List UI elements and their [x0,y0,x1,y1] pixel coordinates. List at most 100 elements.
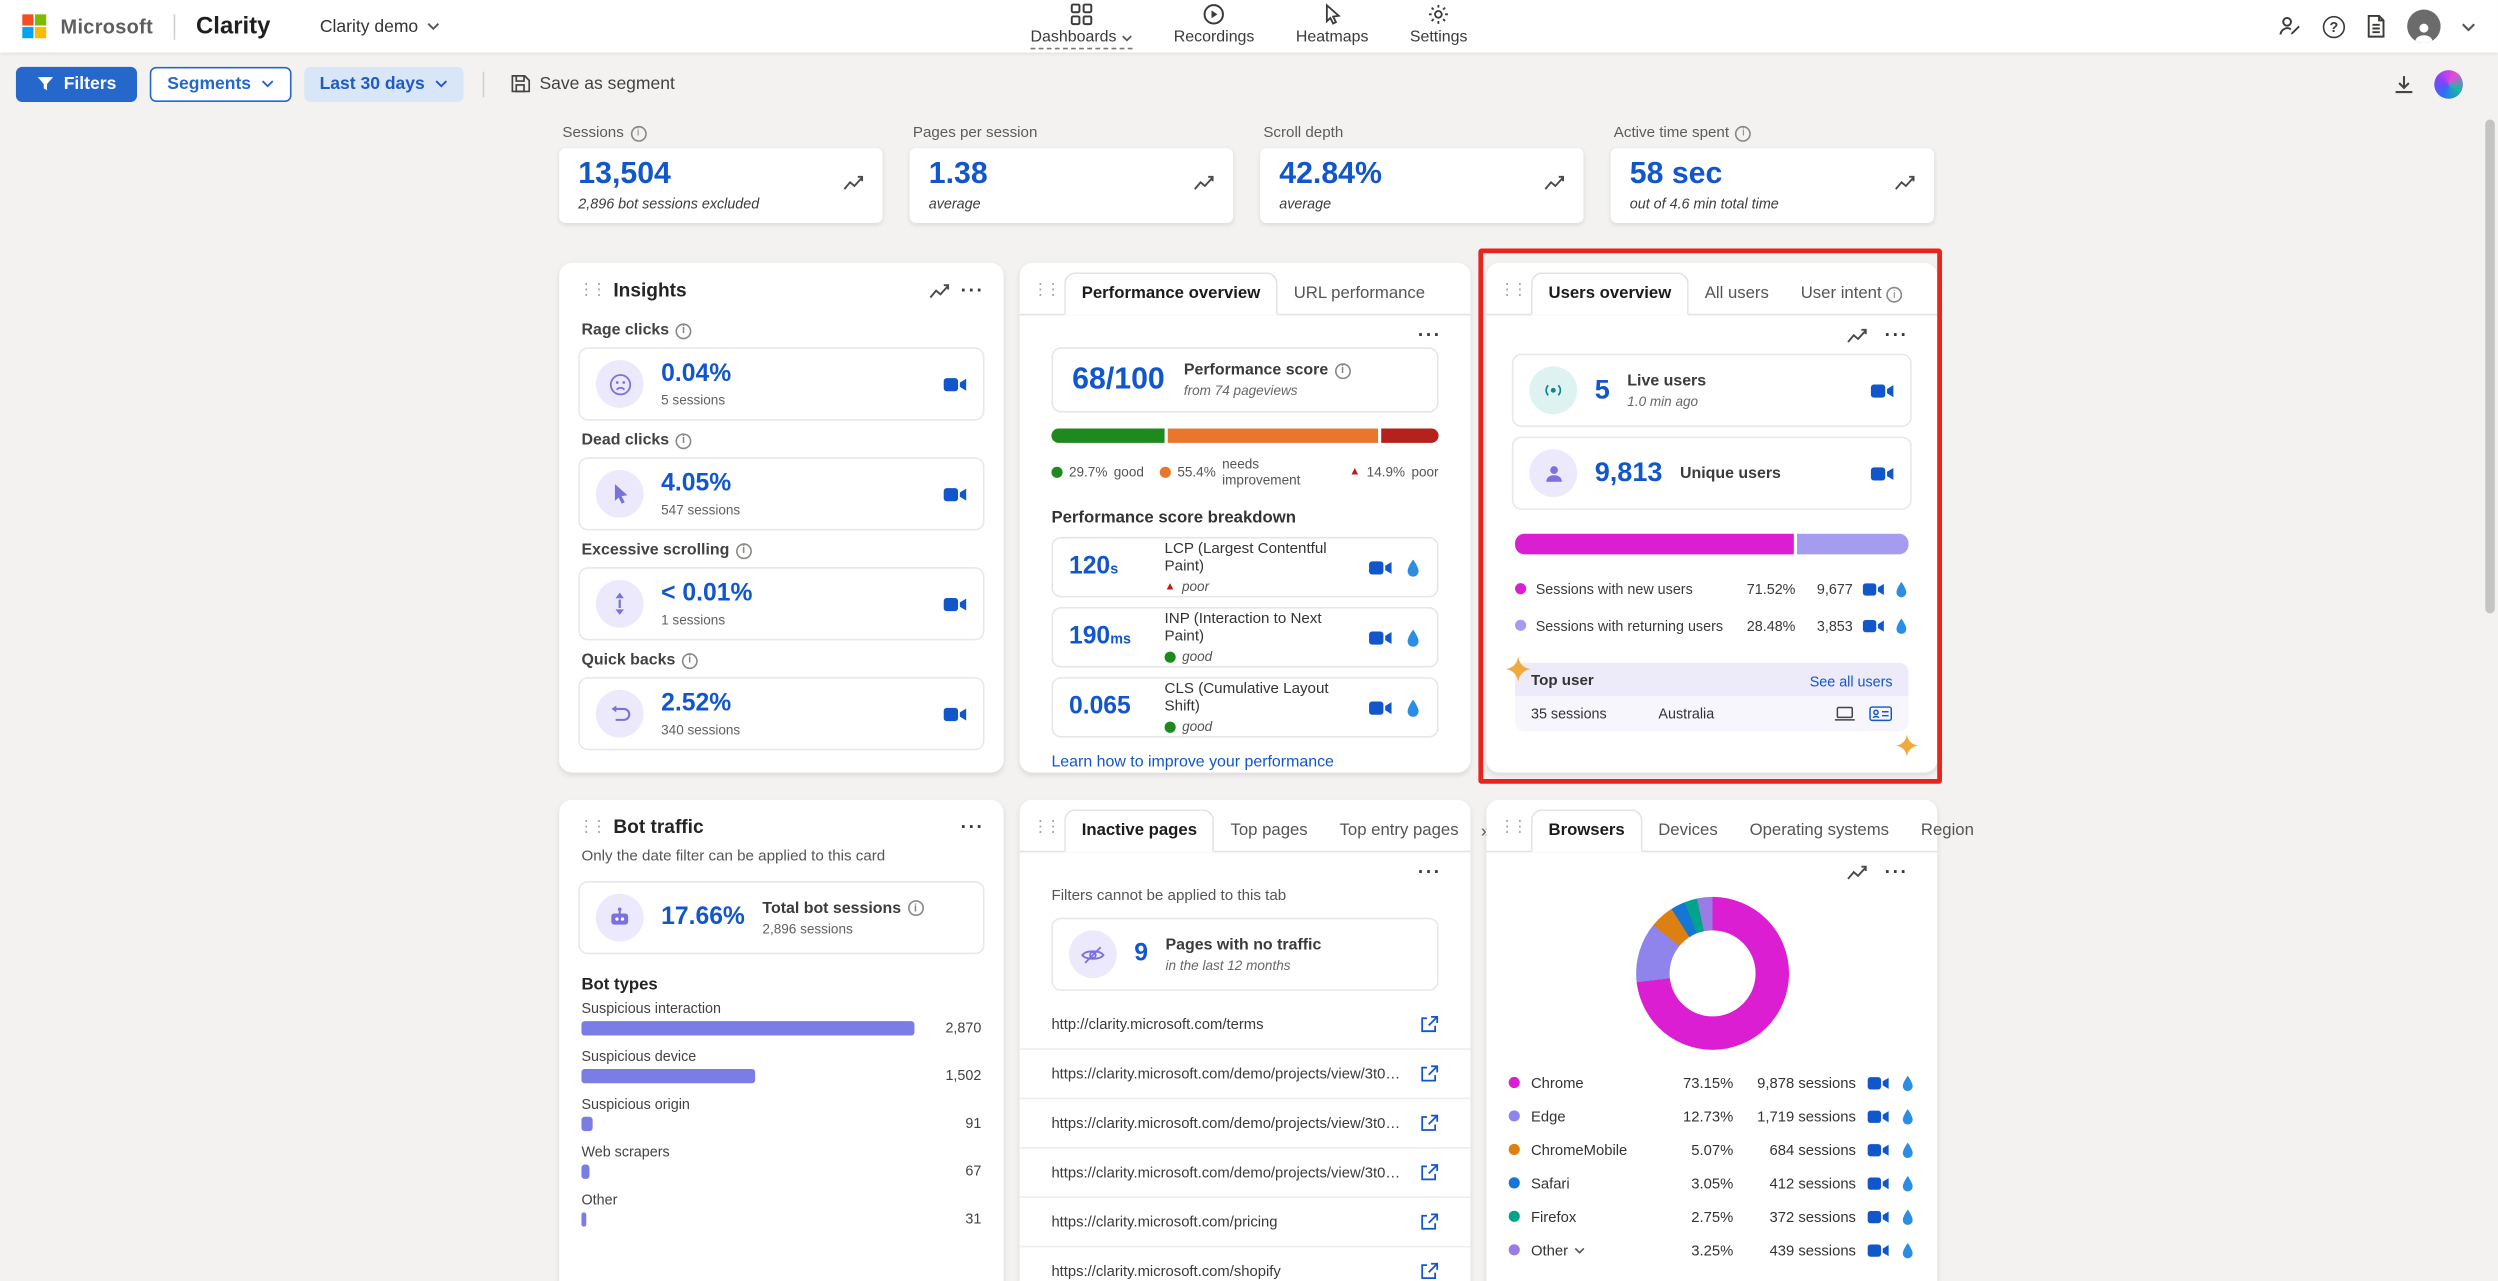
tab-devices[interactable]: Devices [1658,820,1718,840]
insight-row-excessive-scrolling[interactable]: < 0.01% 1 sessions [578,567,985,641]
heatmap-droplet-icon[interactable] [1901,1106,1915,1125]
info-icon[interactable] [907,900,924,917]
copilot-icon[interactable] [2434,69,2463,98]
top-user-row[interactable]: 35 sessions Australia [1515,696,1909,732]
metric-row-cls[interactable]: 0.065 CLS (Cumulative Layout Shift) good [1051,677,1439,738]
metric-row-inp[interactable]: 190ms INP (Interaction to Next Paint) go… [1051,606,1439,668]
insight-row-dead-clicks[interactable]: 4.05% 547 sessions [578,457,985,531]
more-menu-icon[interactable] [961,280,985,299]
improve-performance-link[interactable]: Learn how to improve your performance [1051,753,1334,772]
recordings-camera-icon[interactable] [1368,558,1392,576]
recordings-camera-icon[interactable] [943,595,967,613]
recordings-camera-icon[interactable] [1862,581,1884,597]
browser-row-edge[interactable]: Edge 12.73% 1,719 sessions [1508,1099,1915,1132]
browser-row-other[interactable]: Other 3.25% 439 sessions [1508,1233,1915,1266]
info-icon[interactable] [1334,362,1351,379]
tab-inactive-pages[interactable]: Inactive pages [1064,809,1215,853]
more-menu-icon[interactable] [1885,862,1909,881]
chart-line-icon[interactable] [1894,172,1916,191]
chevron-down-icon[interactable] [2461,22,2476,32]
help-icon[interactable]: ? [2322,15,2346,38]
drag-handle-icon[interactable] [1032,818,1057,836]
nav-item-settings[interactable]: Settings [1410,3,1467,49]
browsers-donut[interactable] [1635,896,1789,1050]
more-menu-icon[interactable] [1418,325,1442,344]
drag-handle-icon[interactable] [578,281,603,299]
chart-line-icon[interactable] [1544,172,1566,191]
recordings-camera-icon[interactable] [1867,1141,1889,1157]
download-icon[interactable] [2393,72,2415,94]
drag-handle-icon[interactable] [1499,281,1524,299]
chart-line-icon[interactable] [1846,862,1868,881]
more-menu-icon[interactable] [1885,325,1909,344]
filters-button[interactable]: Filters [15,66,138,102]
more-menu-icon[interactable] [961,817,985,836]
tab-url-performance[interactable]: URL performance [1293,283,1426,303]
browser-row-chrome[interactable]: Chrome 73.15% 9,878 sessions [1508,1066,1915,1099]
date-range-button[interactable]: Last 30 days [303,66,464,102]
heatmap-droplet-icon[interactable] [1901,1173,1915,1192]
chart-line-icon[interactable] [929,280,951,299]
chart-line-icon[interactable] [843,172,865,191]
recordings-camera-icon[interactable] [1368,628,1392,646]
insight-row-quick-backs[interactable]: 2.52% 340 sessions [578,677,985,751]
live-users-row[interactable]: 5 Live users 1.0 min ago [1511,353,1912,427]
info-icon[interactable] [735,542,752,559]
drag-handle-icon[interactable] [578,818,603,836]
browser-row-safari[interactable]: Safari 3.05% 412 sessions [1508,1166,1915,1199]
tab-top-entry-pages[interactable]: Top entry pages [1339,820,1459,840]
save-as-segment-button[interactable]: Save as segment [509,73,675,94]
info-icon[interactable] [630,125,647,141]
metric-row-lcp[interactable]: 120s LCP (Largest Contentful Paint) poor [1051,536,1439,598]
nav-item-dashboards[interactable]: Dashboards [1030,3,1133,50]
more-menu-icon[interactable] [1418,862,1442,881]
browser-row-firefox[interactable]: Firefox 2.75% 372 sessions [1508,1200,1915,1233]
chart-line-icon[interactable] [1193,172,1215,191]
drag-handle-icon[interactable] [1499,818,1524,836]
info-icon[interactable] [675,432,692,449]
see-all-users-link[interactable]: See all users [1809,673,1893,690]
external-link-icon[interactable] [1419,1163,1439,1182]
tab-users-overview[interactable]: Users overview [1530,272,1689,316]
recordings-camera-icon[interactable] [943,485,967,503]
external-link-icon[interactable] [1419,1212,1439,1231]
tab-user-intent[interactable]: User intent [1785,273,1918,314]
feedback-icon[interactable] [2278,14,2302,38]
heatmap-droplet-icon[interactable] [1405,557,1421,578]
tab-region[interactable]: Region [1920,820,1974,840]
external-link-icon[interactable] [1419,1114,1439,1133]
scrollbar-thumb[interactable] [2485,119,2495,614]
info-icon[interactable] [681,652,698,669]
chevron-down-icon[interactable] [1574,1247,1585,1253]
heatmap-droplet-icon[interactable] [1901,1140,1915,1159]
heatmap-droplet-icon[interactable] [1901,1073,1915,1092]
recordings-camera-icon[interactable] [1870,464,1894,482]
recordings-camera-icon[interactable] [1862,617,1884,633]
chart-line-icon[interactable] [1846,325,1868,344]
tab-top-pages[interactable]: Top pages [1230,820,1308,840]
recordings-camera-icon[interactable] [1870,382,1894,400]
heatmap-droplet-icon[interactable] [1894,616,1908,635]
unique-users-row[interactable]: 9,813 Unique users [1511,436,1912,510]
tab-browsers[interactable]: Browsers [1530,809,1643,853]
docs-icon[interactable] [2366,14,2387,38]
recordings-camera-icon[interactable] [1867,1208,1889,1224]
tab-operating-systems[interactable]: Operating systems [1749,820,1890,840]
drag-handle-icon[interactable] [1032,281,1057,299]
recordings-camera-icon[interactable] [1867,1075,1889,1091]
browser-row-chromemobile[interactable]: ChromeMobile 5.07% 684 sessions [1508,1133,1915,1166]
info-icon[interactable] [1735,125,1752,141]
bot-total-row[interactable]: 17.66% Total bot sessions 2,896 sessions [578,880,985,955]
external-link-icon[interactable] [1419,1262,1439,1281]
nav-item-heatmaps[interactable]: Heatmaps [1296,3,1368,49]
recordings-camera-icon[interactable] [1867,1175,1889,1191]
info-icon[interactable] [675,322,692,339]
recordings-camera-icon[interactable] [943,375,967,393]
heatmap-droplet-icon[interactable] [1405,627,1421,648]
heatmap-droplet-icon[interactable] [1901,1207,1915,1226]
external-link-icon[interactable] [1419,1015,1439,1034]
nav-item-recordings[interactable]: Recordings [1174,3,1254,49]
insight-row-rage-clicks[interactable]: 0.04% 5 sessions [578,347,985,421]
heatmap-droplet-icon[interactable] [1405,697,1421,718]
recordings-camera-icon[interactable] [1867,1242,1889,1258]
